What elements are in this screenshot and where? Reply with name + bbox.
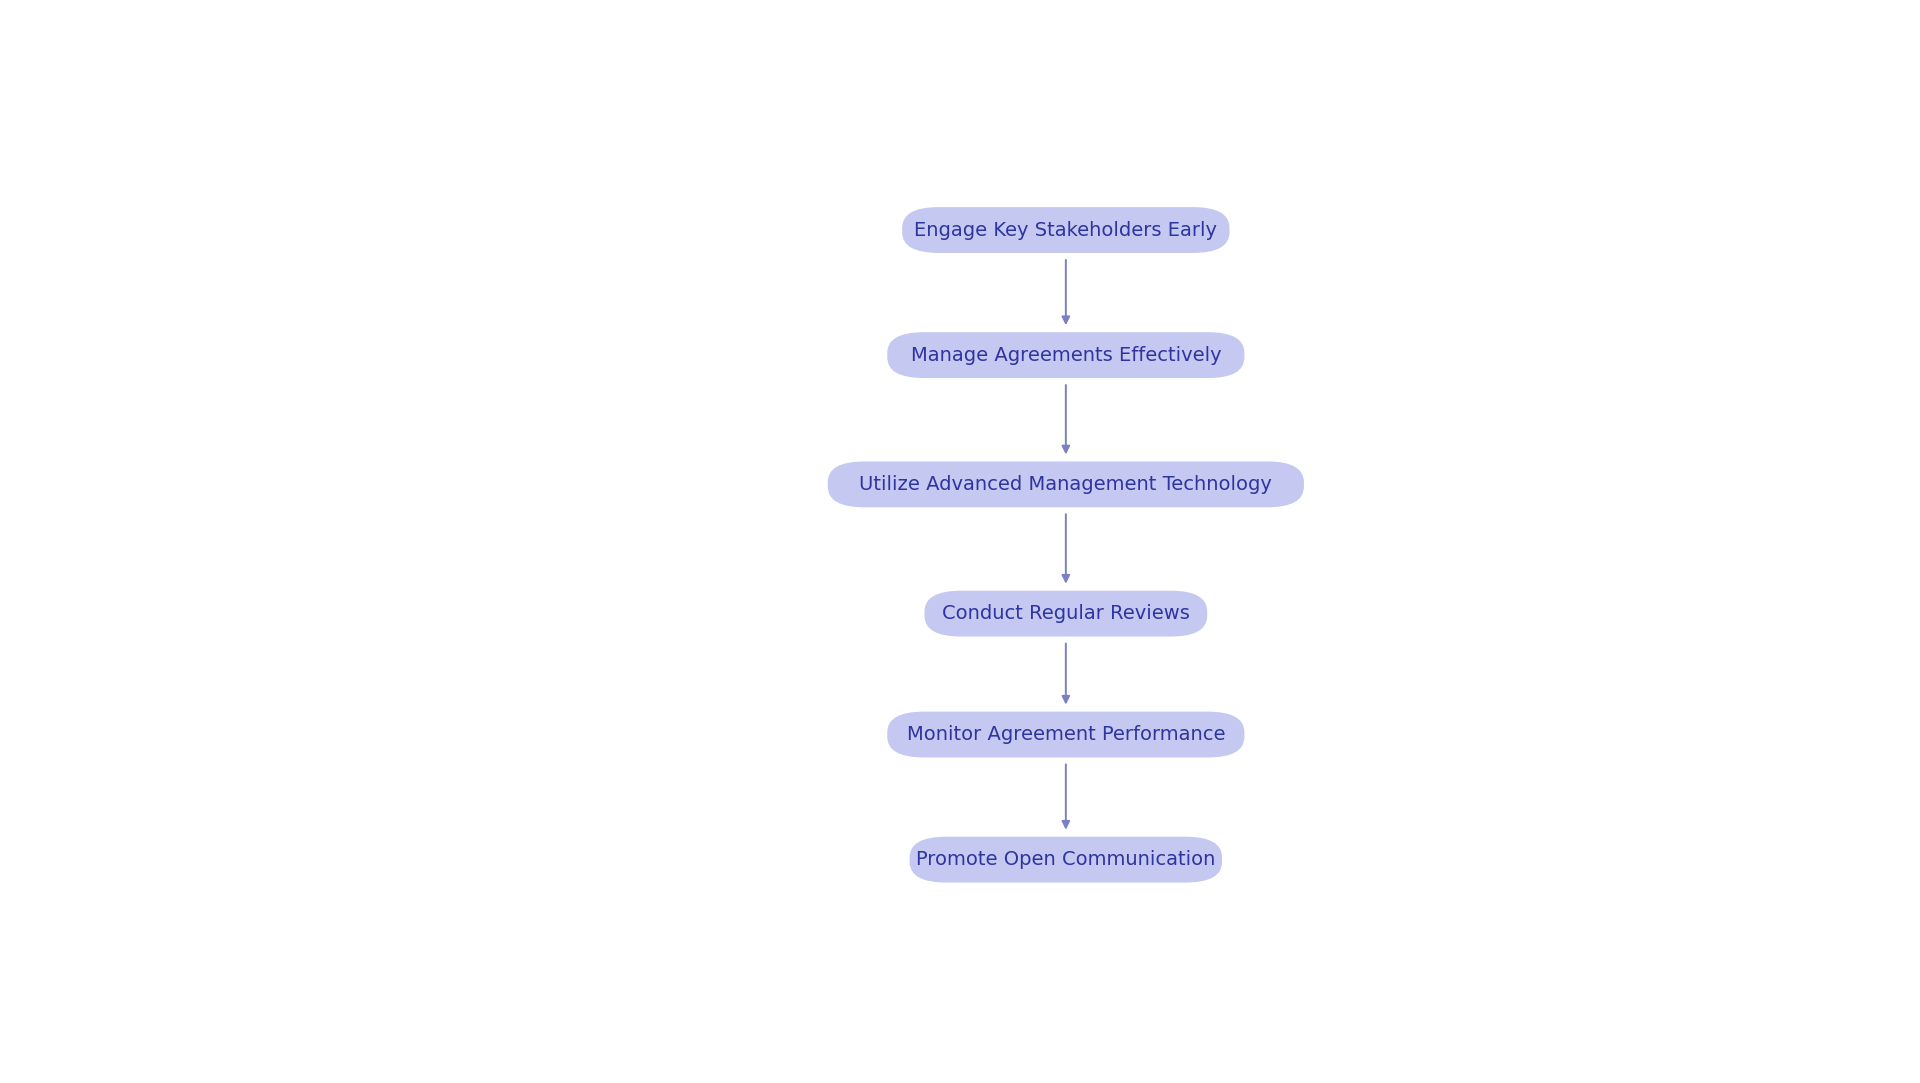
Text: Engage Key Stakeholders Early: Engage Key Stakeholders Early (914, 221, 1217, 239)
Text: Promote Open Communication: Promote Open Communication (916, 850, 1215, 870)
FancyBboxPatch shape (887, 332, 1244, 378)
Text: Manage Agreements Effectively: Manage Agreements Effectively (910, 345, 1221, 365)
Text: Monitor Agreement Performance: Monitor Agreement Performance (906, 725, 1225, 744)
FancyBboxPatch shape (910, 837, 1221, 883)
FancyBboxPatch shape (902, 207, 1229, 253)
FancyBboxPatch shape (925, 590, 1208, 637)
FancyBboxPatch shape (887, 712, 1244, 757)
Text: Utilize Advanced Management Technology: Utilize Advanced Management Technology (860, 474, 1273, 494)
FancyBboxPatch shape (828, 461, 1304, 507)
Text: Conduct Regular Reviews: Conduct Regular Reviews (943, 604, 1190, 623)
